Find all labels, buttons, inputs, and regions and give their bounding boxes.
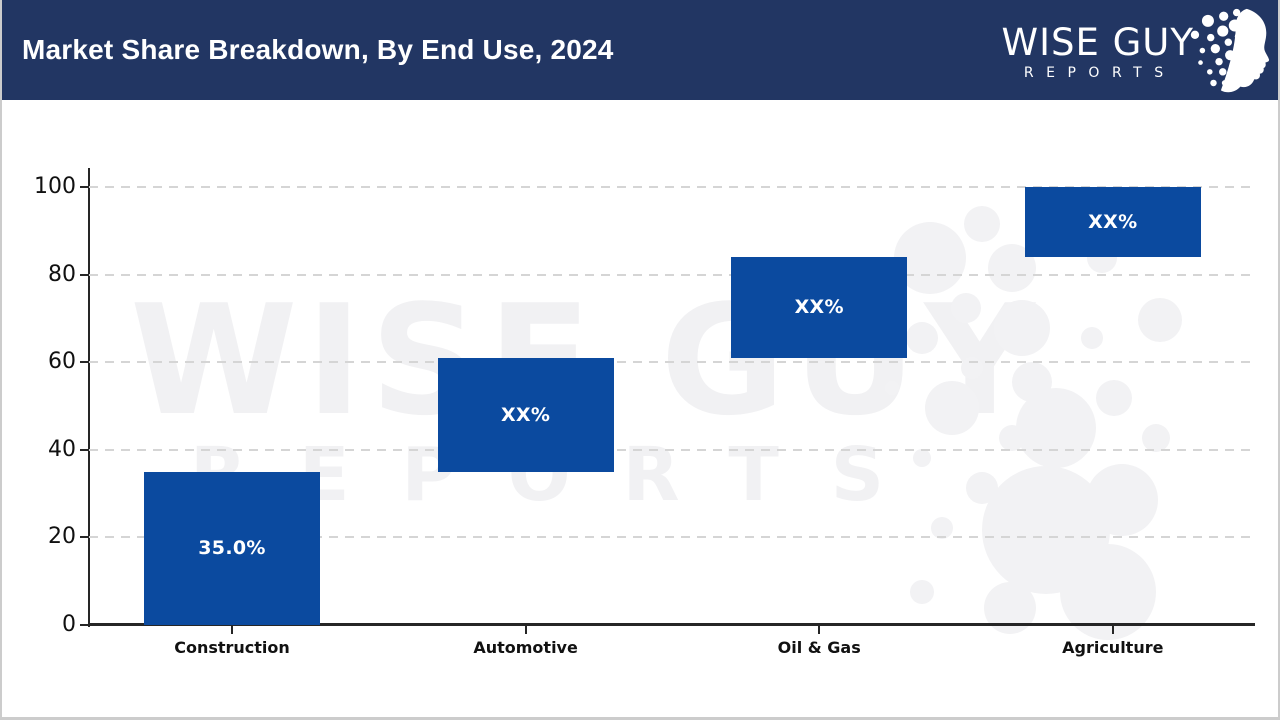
- bar-label: XX%: [794, 296, 844, 319]
- x-category-label: Automotive: [473, 638, 578, 657]
- chart-title: Market Share Breakdown, By End Use, 2024: [22, 34, 614, 65]
- bar-label: 35.0%: [198, 537, 266, 560]
- logo-wordmark: WISE GUY REPORTS: [1001, 21, 1194, 81]
- bar-label: XX%: [1088, 211, 1138, 234]
- gridline: [89, 273, 1255, 276]
- x-tick-mark: [818, 626, 821, 634]
- bar-construction: 35.0%: [144, 471, 320, 625]
- logo-wordmark-line2: REPORTS: [1023, 64, 1176, 81]
- x-category-label: Agriculture: [1062, 638, 1164, 657]
- y-tick-label: 40: [48, 436, 76, 462]
- x-tick-mark: [231, 626, 233, 634]
- y-axis-line: [88, 168, 90, 627]
- bar-automotive: XX%: [437, 357, 614, 472]
- x-tick-mark: [1111, 626, 1114, 634]
- gridline: [89, 361, 1255, 364]
- gridline: [89, 186, 1255, 188]
- x-category-label: Oil & Gas: [777, 638, 861, 657]
- y-tick-mark: [80, 536, 88, 539]
- y-tick-mark: [80, 448, 88, 451]
- y-tick-label: 20: [48, 524, 76, 550]
- bar-label: XX%: [500, 403, 551, 426]
- x-category-label: Construction: [174, 638, 290, 657]
- y-tick-mark: [80, 273, 88, 276]
- y-tick-label: 0: [62, 612, 76, 637]
- bar-oil-gas: XX%: [731, 257, 908, 358]
- bar-agriculture: XX%: [1024, 187, 1201, 258]
- y-tick-label: 100: [34, 174, 76, 199]
- wiseguy-logo: WISE GUY REPORTS: [1002, 4, 1272, 96]
- y-tick-label: 80: [48, 261, 76, 287]
- logo-wordmark-line1: WISE GUY: [1001, 21, 1194, 64]
- y-tick-mark: [80, 624, 88, 626]
- x-tick-mark: [524, 626, 527, 634]
- y-tick-label: 60: [48, 349, 76, 375]
- header-bar: Market Share Breakdown, By End Use, 2024…: [2, 0, 1278, 100]
- x-axis-line: [88, 623, 1255, 626]
- y-tick-mark: [80, 186, 88, 188]
- wiseguy-head-icon: [1190, 8, 1270, 93]
- gridline: [89, 448, 1255, 451]
- y-tick-mark: [80, 361, 88, 364]
- gridline: [89, 536, 1255, 539]
